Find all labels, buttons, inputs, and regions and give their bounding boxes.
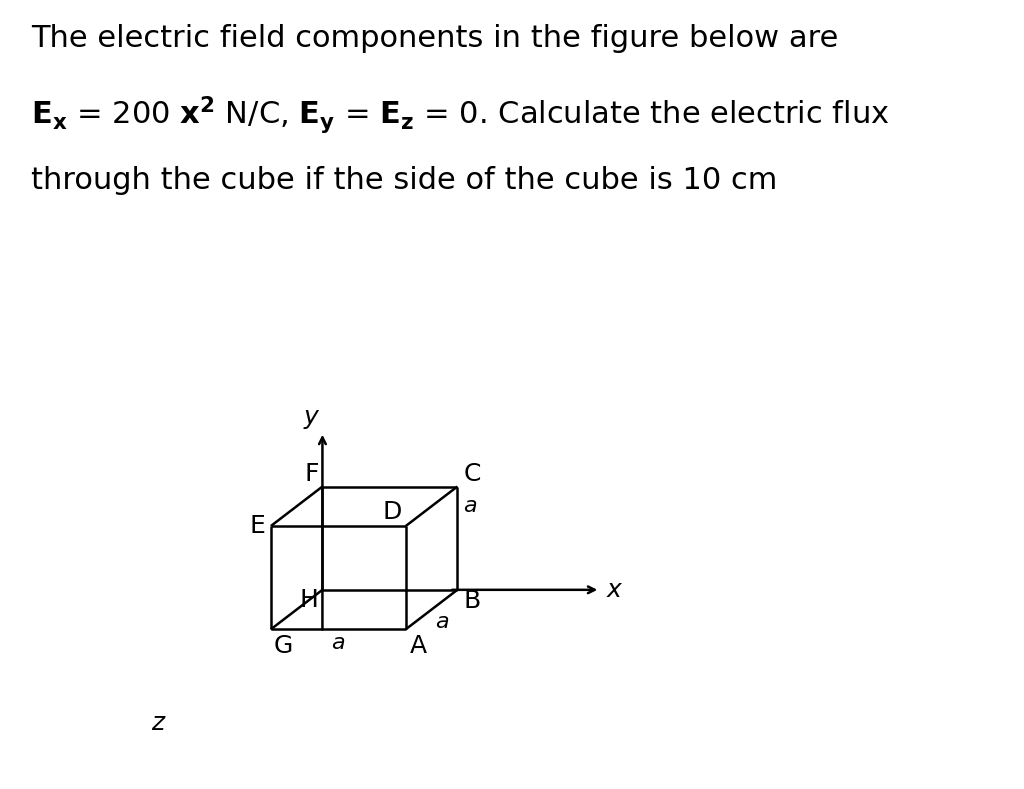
Text: a: a (435, 612, 449, 632)
Text: a: a (332, 633, 345, 653)
Text: C: C (463, 462, 480, 485)
Text: y: y (304, 405, 318, 428)
Text: B: B (463, 589, 480, 613)
Text: F: F (304, 462, 318, 485)
Text: a: a (463, 496, 477, 516)
Text: D: D (383, 500, 402, 524)
Text: G: G (273, 634, 293, 658)
Text: A: A (410, 634, 426, 658)
Text: The electric field components in the figure below are: The electric field components in the fig… (31, 24, 838, 53)
Text: through the cube if the side of the cube is 10 cm: through the cube if the side of the cube… (31, 166, 777, 195)
Text: E: E (249, 514, 265, 538)
Text: $\mathbf{E_x}$ = 200 $\mathbf{x^2}$ N/C, $\mathbf{E_y}$ = $\mathbf{E_z}$ = 0. Ca: $\mathbf{E_x}$ = 200 $\mathbf{x^2}$ N/C,… (31, 95, 889, 136)
Text: z: z (151, 712, 164, 735)
Text: x: x (606, 578, 622, 602)
Text: H: H (300, 588, 318, 612)
